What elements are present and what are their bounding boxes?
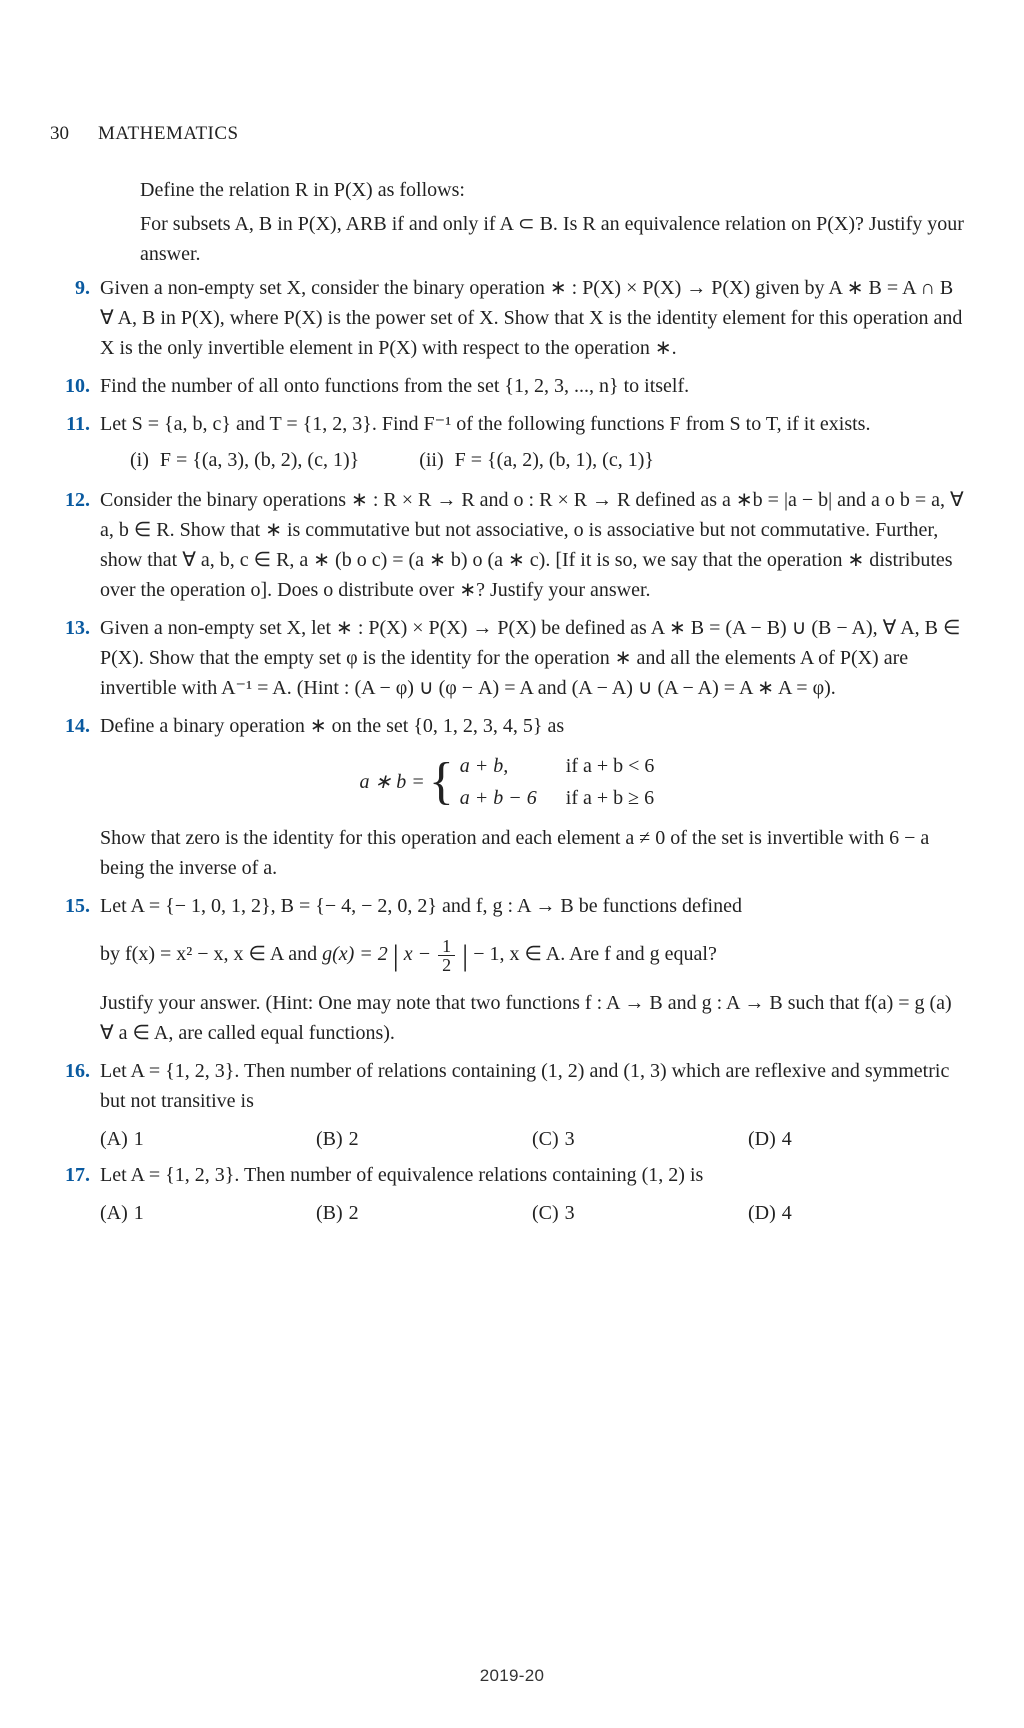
intro-line-2: For subsets A, B in P(X), ARB if and onl… <box>140 209 964 269</box>
piecewise-case-2: a + b − 6 if a + b ≥ 6 <box>460 783 655 813</box>
problem-body: Let A = {1, 2, 3}. Then number of relati… <box>100 1056 964 1154</box>
problem-17: 17. Let A = {1, 2, 3}. Then number of eq… <box>50 1160 964 1228</box>
option-value: 1 <box>134 1128 144 1150</box>
case-expression: a + b − 6 <box>460 783 542 813</box>
q14-line-2: Show that zero is the identity for this … <box>100 823 964 883</box>
abs-bar-close: | <box>462 939 468 972</box>
problem-text: Let S = {a, b, c} and T = {1, 2, 3}. Fin… <box>100 409 964 439</box>
option-value: 3 <box>565 1202 575 1224</box>
problem-number: 16. <box>50 1056 100 1154</box>
option-value: 4 <box>782 1202 792 1224</box>
option-value: 2 <box>349 1128 359 1150</box>
problem-14: 14. Define a binary operation ∗ on the s… <box>50 711 964 885</box>
fraction-half: 1 2 <box>438 937 455 974</box>
option-label: (A) <box>100 1128 128 1150</box>
gx-post: − 1, x ∈ A. Are f and g equal? <box>473 943 717 965</box>
page-number: 30 <box>50 120 80 149</box>
q15-line-2: by f(x) = x² − x, x ∈ A and g(x) = 2 | x… <box>100 933 964 978</box>
problem-16: 16. Let A = {1, 2, 3}. Then number of re… <box>50 1056 964 1154</box>
problem-text: Find the number of all onto functions fr… <box>100 371 964 401</box>
options-row: (A) 1 (B) 2 (C) 3 (D) 4 <box>100 1198 964 1228</box>
option-C: (C) 3 <box>532 1198 748 1228</box>
problem-body: Given a non-empty set X, consider the bi… <box>100 273 964 365</box>
option-value: 3 <box>565 1128 575 1150</box>
problem-12: 12. Consider the binary operations ∗ : R… <box>50 485 964 607</box>
page-header: 30 MATHEMATICS <box>50 120 964 149</box>
subpart-value: F = {(a, 3), (b, 2), (c, 1)} <box>160 449 359 471</box>
fraction-numerator: 1 <box>438 937 455 956</box>
gx-inner: x − <box>404 943 436 965</box>
piecewise-definition: a ∗ b = { a + b, if a + b < 6 a + b − 6 … <box>50 751 964 813</box>
footer-year: 2019-20 <box>0 1663 1024 1689</box>
subpart-i: (i) F = {(a, 3), (b, 2), (c, 1)} <box>130 445 359 475</box>
problem-body: Let A = {− 1, 0, 1, 2}, B = {− 4, − 2, 0… <box>100 891 964 1050</box>
problem-text: Let A = {1, 2, 3}. Then number of equiva… <box>100 1160 964 1190</box>
intro-block: Define the relation R in P(X) as follows… <box>140 175 964 269</box>
option-value: 1 <box>134 1202 144 1224</box>
intro-line-1: Define the relation R in P(X) as follows… <box>140 175 964 205</box>
option-label: (D) <box>748 1202 776 1224</box>
fx-expression: by f(x) = x² − x, x ∈ A and <box>100 943 322 965</box>
problem-number: 10. <box>50 371 100 403</box>
case-expression: a + b, <box>460 751 542 781</box>
option-B: (B) 2 <box>316 1124 532 1154</box>
options-row: (A) 1 (B) 2 (C) 3 (D) 4 <box>100 1124 964 1154</box>
problem-text: Consider the binary operations ∗ : R × R… <box>100 485 964 605</box>
subpart-label: (ii) <box>419 449 443 471</box>
option-B: (B) 2 <box>316 1198 532 1228</box>
q15-line-1: Let A = {− 1, 0, 1, 2}, B = {− 4, − 2, 0… <box>100 891 964 921</box>
problem-15: 15. Let A = {− 1, 0, 1, 2}, B = {− 4, − … <box>50 891 964 1050</box>
problem-body: Find the number of all onto functions fr… <box>100 371 964 403</box>
piecewise-lhs: a ∗ b = <box>360 767 425 797</box>
q15-line-3: Justify your answer. (Hint: One may note… <box>100 988 964 1048</box>
subpart-ii: (ii) F = {(a, 2), (b, 1), (c, 1)} <box>419 445 654 475</box>
problem-body: Given a non-empty set X, let ∗ : P(X) × … <box>100 613 964 705</box>
subject-title: MATHEMATICS <box>98 120 239 149</box>
option-label: (A) <box>100 1202 128 1224</box>
option-label: (D) <box>748 1128 776 1150</box>
abs-bar-open: | <box>393 939 399 972</box>
option-D: (D) 4 <box>748 1198 964 1228</box>
problem-number: 17. <box>50 1160 100 1228</box>
problem-number: 13. <box>50 613 100 705</box>
option-value: 4 <box>782 1128 792 1150</box>
case-condition: if a + b ≥ 6 <box>566 783 654 813</box>
option-label: (B) <box>316 1128 343 1150</box>
problem-text: Given a non-empty set X, let ∗ : P(X) × … <box>100 613 964 703</box>
option-label: (C) <box>532 1128 559 1150</box>
left-brace-icon: { <box>429 756 454 808</box>
problem-body: Define a binary operation ∗ on the set {… <box>100 711 964 885</box>
option-A: (A) 1 <box>100 1198 316 1228</box>
fraction-denominator: 2 <box>438 956 455 974</box>
problem-number: 11. <box>50 409 100 479</box>
option-D: (D) 4 <box>748 1124 964 1154</box>
option-label: (C) <box>532 1202 559 1224</box>
option-value: 2 <box>349 1202 359 1224</box>
piecewise-case-1: a + b, if a + b < 6 <box>460 751 655 781</box>
problem-13: 13. Given a non-empty set X, let ∗ : P(X… <box>50 613 964 705</box>
piecewise-cases: a + b, if a + b < 6 a + b − 6 if a + b ≥… <box>460 751 655 813</box>
problem-9: 9. Given a non-empty set X, consider the… <box>50 273 964 365</box>
problem-number: 12. <box>50 485 100 607</box>
case-condition: if a + b < 6 <box>566 751 655 781</box>
subparts-row: (i) F = {(a, 3), (b, 2), (c, 1)} (ii) F … <box>130 445 964 475</box>
problem-11: 11. Let S = {a, b, c} and T = {1, 2, 3}.… <box>50 409 964 479</box>
option-label: (B) <box>316 1202 343 1224</box>
option-A: (A) 1 <box>100 1124 316 1154</box>
gx-prefix: g(x) = 2 <box>322 943 388 965</box>
subpart-label: (i) <box>130 449 149 471</box>
q14-line-1: Define a binary operation ∗ on the set {… <box>100 711 964 741</box>
problem-body: Consider the binary operations ∗ : R × R… <box>100 485 964 607</box>
problem-text: Given a non-empty set X, consider the bi… <box>100 273 964 363</box>
problem-text: Let A = {1, 2, 3}. Then number of relati… <box>100 1056 964 1116</box>
subpart-value: F = {(a, 2), (b, 1), (c, 1)} <box>455 449 654 471</box>
problem-number: 9. <box>50 273 100 365</box>
option-C: (C) 3 <box>532 1124 748 1154</box>
problem-number: 15. <box>50 891 100 1050</box>
problem-body: Let A = {1, 2, 3}. Then number of equiva… <box>100 1160 964 1228</box>
problem-body: Let S = {a, b, c} and T = {1, 2, 3}. Fin… <box>100 409 964 479</box>
problem-10: 10. Find the number of all onto function… <box>50 371 964 403</box>
